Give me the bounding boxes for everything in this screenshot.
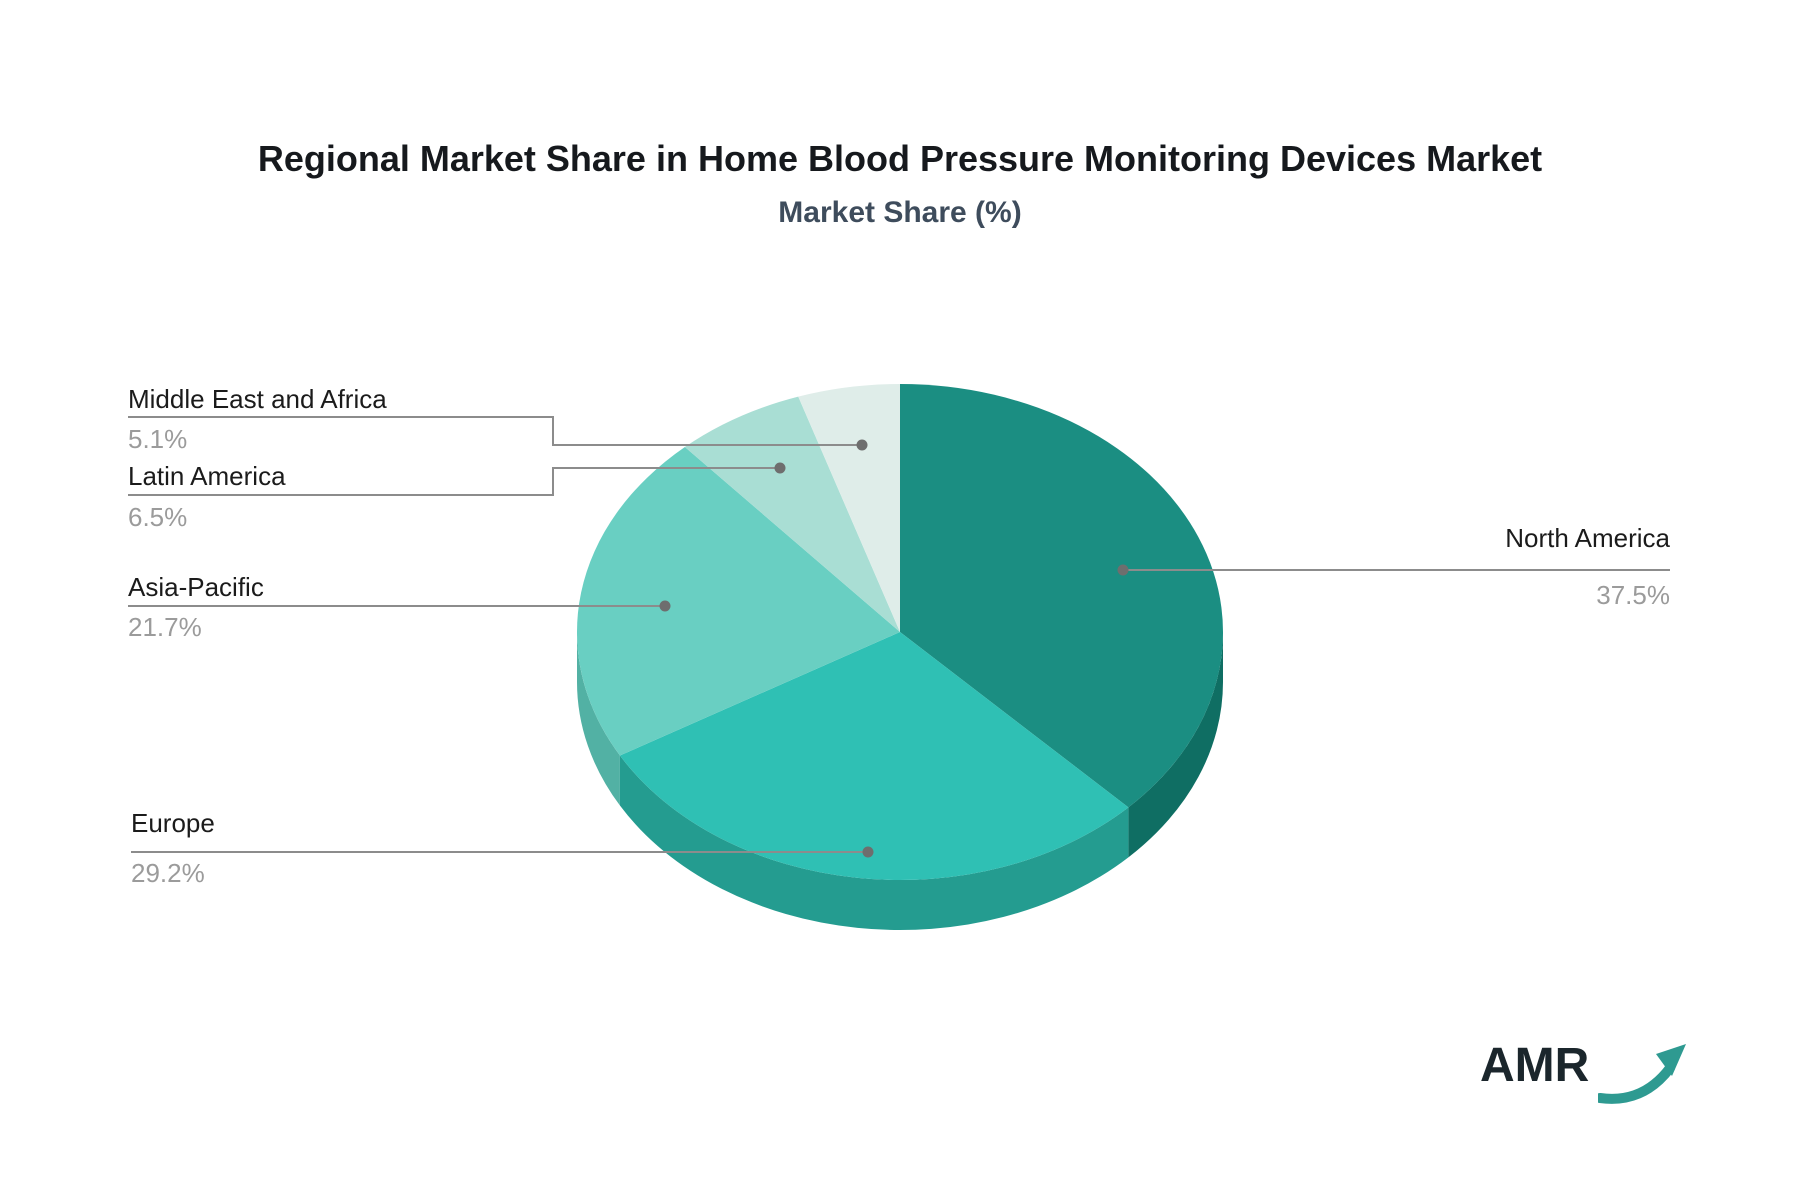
leader-dot-asia-pacific <box>659 600 671 612</box>
slice-value-middle-east-and-africa: 5.1% <box>128 424 188 454</box>
slice-label-latin-america: Latin America <box>128 461 286 491</box>
growth-arrow-icon <box>1598 1044 1686 1104</box>
slice-value-asia-pacific: 21.7% <box>128 612 202 642</box>
pie-slice-side-europe <box>619 755 1129 931</box>
leader-dot-north-america <box>1117 564 1129 576</box>
amr-logo-text: AMR <box>1480 1039 1590 1092</box>
slice-value-north-america: 37.5% <box>1596 580 1670 610</box>
slice-value-europe: 29.2% <box>131 858 205 888</box>
leader-line-latin-america <box>128 467 780 496</box>
pie-slice-north-america[interactable] <box>900 384 1224 808</box>
slice-label-north-america: North America <box>1505 523 1670 553</box>
slice-value-latin-america: 6.5% <box>128 502 188 532</box>
leader-line-middle-east-and-africa <box>128 416 862 446</box>
pie-slice-asia-pacific[interactable] <box>577 447 900 756</box>
amr-logo: AMR <box>1480 1038 1700 1128</box>
pie-slice-side-north-america <box>1128 632 1223 858</box>
pie-slice-side-asia-pacific <box>577 632 620 806</box>
chart-title: Regional Market Share in Home Blood Pres… <box>257 138 1543 179</box>
leader-dot-middle-east-and-africa <box>856 439 868 451</box>
slice-label-middle-east-and-africa: Middle East and Africa <box>128 384 387 414</box>
slice-label-europe: Europe <box>131 808 215 838</box>
pie-slice-latin-america[interactable] <box>684 396 900 632</box>
leader-dot-europe <box>862 846 874 858</box>
leader-dot-latin-america <box>774 462 786 474</box>
slice-label-asia-pacific: Asia-Pacific <box>128 572 264 602</box>
chart-subtitle: Market Share (%) <box>778 196 1022 229</box>
pie-slice-europe[interactable] <box>619 632 1129 880</box>
